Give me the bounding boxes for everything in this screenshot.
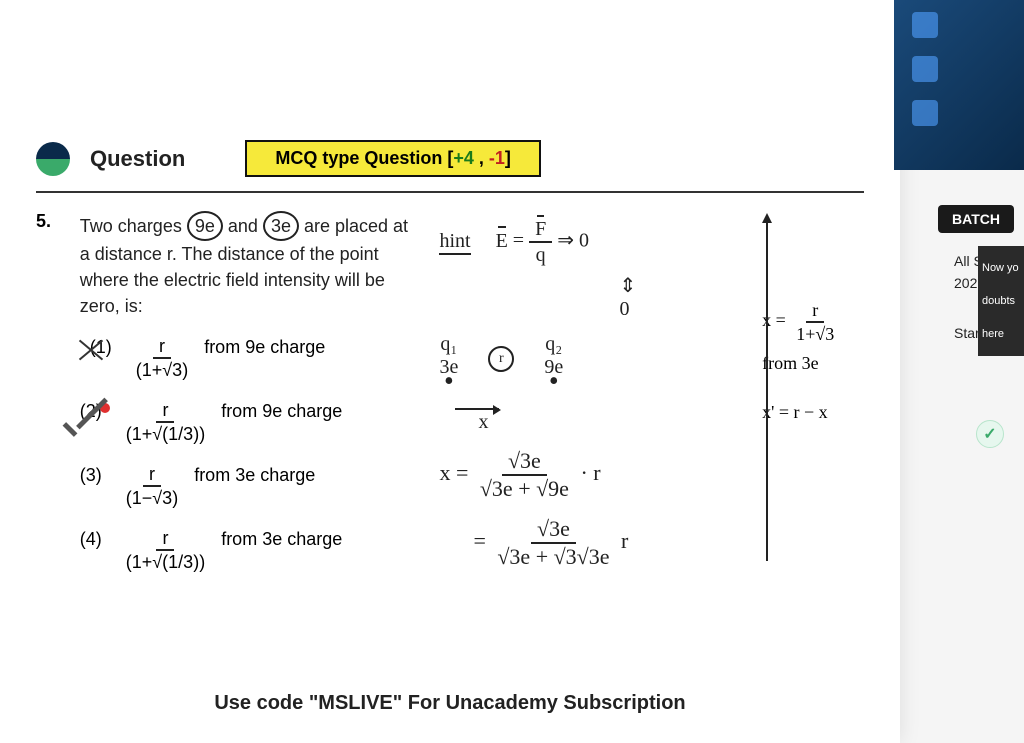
handwritten-work: hint E = F q ⇒ 0 ⇕0 q₁ 3e • r q₂ [439,211,762,593]
ds-1: Now yo [982,262,1020,274]
vertical-arrow-icon [766,221,768,561]
hw-step1-tail: · r [580,460,600,485]
footer-code: Use code "MSLIVE" For Unacademy Subscrip… [0,692,900,715]
question-title: Question [90,146,185,172]
hw-step1-d: √3e + √9e [474,476,575,500]
batch-badge: BATCH [938,205,1014,233]
tick-icon [62,409,108,449]
hw-step2-n: √3e [531,518,576,544]
brand-logo-icon [36,142,70,176]
checkmark-icon[interactable]: ✓ [976,420,1004,448]
rc-l1-n: r [806,301,824,323]
option-4-num-d: (1+√(1/3)) [120,551,211,571]
hw-x: x [478,411,488,433]
option-3[interactable]: (3) r (1−√3) from 3e charge [80,465,420,507]
option-3-num: (3) [80,465,110,486]
hw-step2-d: √3e + √3√3e [491,544,615,568]
charge-pill-2: 3e [263,211,299,241]
desktop-shortcut-icon [912,12,938,38]
option-1-frac: r (1+√3) [130,337,194,379]
hw-step2-eq: = [473,528,485,553]
option-1[interactable]: (1) r (1+√3) from 9e charge [80,337,420,379]
mcq-type-badge: MCQ type Question [+4 , -1] [245,140,541,177]
option-2-num-d: (1+√(1/3)) [120,423,211,443]
hw-zero: 0 [619,298,629,320]
mcq-prefix: MCQ type Question [ [275,148,453,168]
option-1-tail: from 9e charge [204,337,325,358]
question-column: Two charges 9e and 3e are placed at a di… [80,211,420,593]
option-2-frac: r (1+√(1/3)) [120,401,211,443]
rc-l3: x' = r − x [762,402,864,423]
option-4-num: (4) [80,529,110,550]
option-3-num-d: (1−√3) [120,487,184,507]
hw-hint: hint [439,230,470,255]
mcq-plus: +4 [453,148,474,168]
options-list: (1) r (1+√3) from 9e charge (2) r (1+√(1… [80,337,420,571]
dot-icon: • [439,379,458,385]
desktop-shortcut-icon [912,100,938,126]
right-answer-column: x = r 1+√3 from 3e x' = r − x [762,211,864,593]
question-number: 5. [36,211,60,593]
option-1-num-d: (1+√3) [130,359,194,379]
option-1-num-n: r [153,337,171,359]
divider [36,191,864,193]
page: Question MCQ type Question [+4 , -1] 5. … [0,0,900,743]
option-4-tail: from 3e charge [221,529,342,550]
dot-icon: • [544,379,563,385]
rc-l1-d: 1+√3 [790,323,840,343]
q-pre: Two charges [80,216,187,236]
option-2-tail: from 9e charge [221,401,342,422]
option-3-frac: r (1−√3) [120,465,184,507]
question-text: Two charges 9e and 3e are placed at a di… [80,211,420,319]
charge-pill-1: 9e [187,211,223,241]
ds-2: doubts [982,295,1020,307]
option-4[interactable]: (4) r (1+√(1/3)) from 3e charge [80,529,420,571]
webcam-preview [894,0,1024,170]
hw-E: E [496,230,508,253]
option-4-frac: r (1+√(1/3)) [120,529,211,571]
question-body: 5. Two charges 9e and 3e are placed at a… [36,211,864,593]
right-panels [894,0,1024,743]
hw-r-circle: r [488,346,514,372]
hw-diagram: q₁ 3e • r q₂ 9e • [439,333,762,385]
mcq-sep: , [474,148,489,168]
hw-step1-lhs: x = [439,460,468,485]
q-mid1: and [228,216,263,236]
hw-q2: q₂ [544,333,563,356]
option-3-num-n: r [143,465,161,487]
hw-step2-tail: r [621,528,628,553]
mcq-suffix: ] [505,148,511,168]
mcq-minus: -1 [489,148,505,168]
hw-q1: q₁ [439,333,458,356]
option-2-num-n: r [156,401,174,423]
rc-l2: from 3e [762,353,864,374]
desktop-shortcut-icon [912,56,938,82]
hw-step1-n: √3e [502,450,547,476]
ds-3: here [982,328,1020,340]
option-3-tail: from 3e charge [194,465,315,486]
question-header: Question MCQ type Question [+4 , -1] [36,140,864,177]
option-4-num-n: r [156,529,174,551]
option-2[interactable]: (2) r (1+√(1/3)) from 9e charge [80,401,420,443]
dark-sidebar: Now yo doubts here [978,246,1024,356]
